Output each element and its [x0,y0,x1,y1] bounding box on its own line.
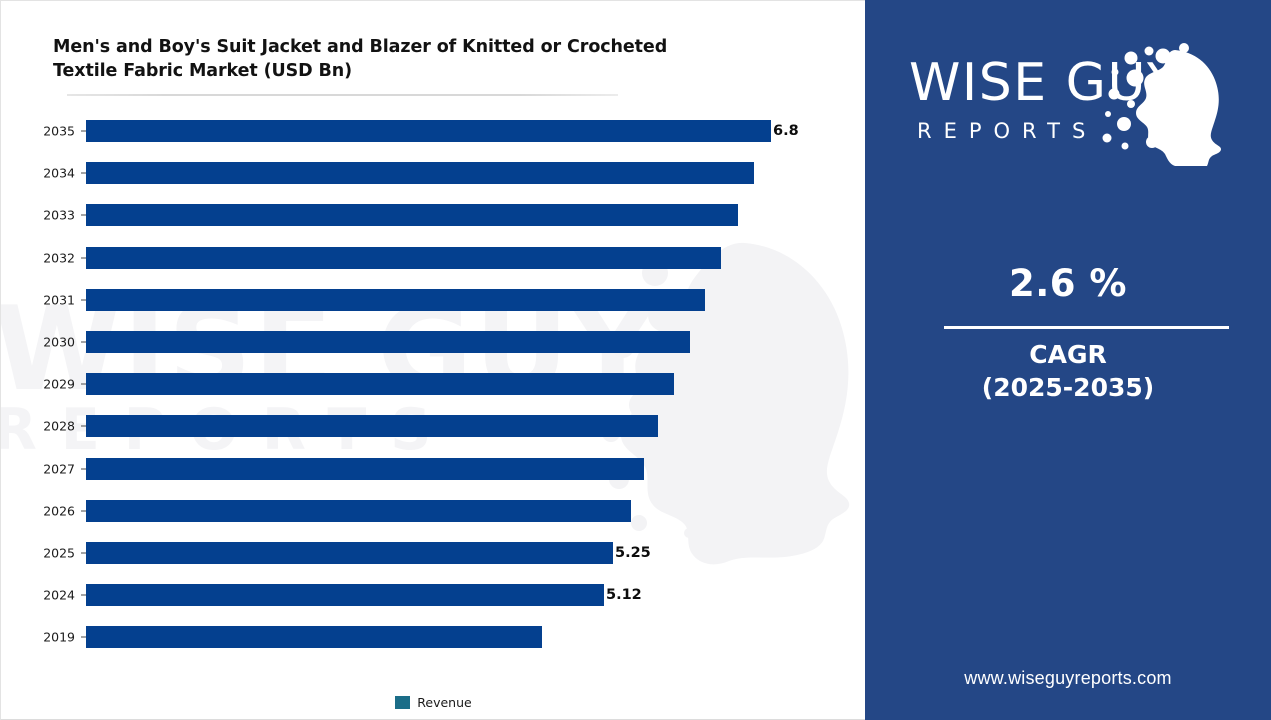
y-axis-tick [81,299,86,301]
cagr-divider [944,326,1229,329]
wiseguy-logo: WISE GUY REPORTS [903,38,1239,166]
logo-text-secondary: REPORTS [917,119,1097,143]
bar-2032[interactable] [86,246,721,269]
title-divider [67,94,618,96]
bar-row: 2025 5.25 [1,542,865,564]
y-axis-label-2019: 2019 [43,629,75,645]
y-axis-label-2028: 2028 [43,418,75,434]
y-axis-label-2026: 2026 [43,503,75,519]
bar-row: 2035 6.8 [1,120,865,142]
y-axis-tick [81,172,86,174]
bar-2035[interactable] [86,120,771,142]
y-axis-tick [81,214,86,216]
bar-value-label-2035: 6.8 [773,123,799,139]
bar-2028[interactable] [86,415,658,438]
y-axis-label-2024: 2024 [43,587,75,603]
bar-row: 2026 [1,499,865,522]
bar-chart-plot: 2035 6.8 2034 2033 2032 2031 2030 2029 2028 2027 2… [1,1,865,719]
cagr-value: 2.6 % [1009,262,1127,305]
bar-2026[interactable] [86,499,631,522]
y-axis-tick [81,552,86,554]
y-axis-label-2029: 2029 [43,376,75,392]
bar-row: 2028 [1,415,865,438]
bar-2025[interactable] [86,542,613,564]
bar-row: 2029 [1,373,865,396]
bar-row: 2024 5.12 [1,584,865,607]
site-url: www.wiseguyreports.com [964,668,1172,688]
bar-2029[interactable] [86,373,674,396]
bar-row: 2031 [1,288,865,311]
y-axis-label-2031: 2031 [43,292,75,308]
y-axis-tick [81,257,86,259]
bar-row: 2027 [1,457,865,480]
y-axis-tick [81,383,86,385]
y-axis-tick [81,510,86,512]
cagr-caption: CAGR (2025-2035) [865,338,1271,404]
y-axis-tick [81,468,86,470]
logo-head-icon [1102,43,1221,166]
y-axis-tick [81,425,86,427]
y-axis-tick [81,130,86,132]
y-axis-label-2034: 2034 [43,165,75,181]
bar-row: 2030 [1,331,865,353]
bar-row: 2032 [1,246,865,269]
y-axis-label-2035: 2035 [43,123,75,139]
bar-2030[interactable] [86,331,690,353]
bar-2024[interactable] [86,584,604,607]
bar-2027[interactable] [86,457,644,480]
legend-swatch-revenue [395,696,411,709]
y-axis-tick [81,341,86,343]
chart-title: Men's and Boy's Suit Jacket and Blazer o… [53,37,668,82]
cagr-caption-line-2: (2025-2035) [981,373,1155,402]
brand-panel: WISE GUY REPORTS [865,0,1271,720]
chart-legend: Revenue [1,695,865,710]
y-axis-label-2027: 2027 [43,461,75,477]
cagr-caption-line-1: CAGR [1029,340,1107,369]
y-axis-label-2033: 2033 [43,207,75,223]
bar-row: 2019 [1,626,865,649]
bar-row: 2034 [1,162,865,185]
bar-2019[interactable] [86,626,542,649]
y-axis-tick [81,594,86,596]
y-axis-tick [81,636,86,638]
bar-value-label-2025: 5.25 [615,545,651,561]
bar-2033[interactable] [86,204,738,227]
y-axis-label-2032: 2032 [43,250,75,266]
chart-panel: WISE GUY REPORTS [0,0,865,720]
legend-label-revenue: Revenue [417,695,472,710]
y-axis-label-2025: 2025 [43,545,75,561]
bar-row: 2033 [1,204,865,227]
bar-value-label-2024: 5.12 [606,587,642,604]
bar-2034[interactable] [86,162,754,185]
y-axis-label-2030: 2030 [43,334,75,350]
bar-2031[interactable] [86,288,705,311]
